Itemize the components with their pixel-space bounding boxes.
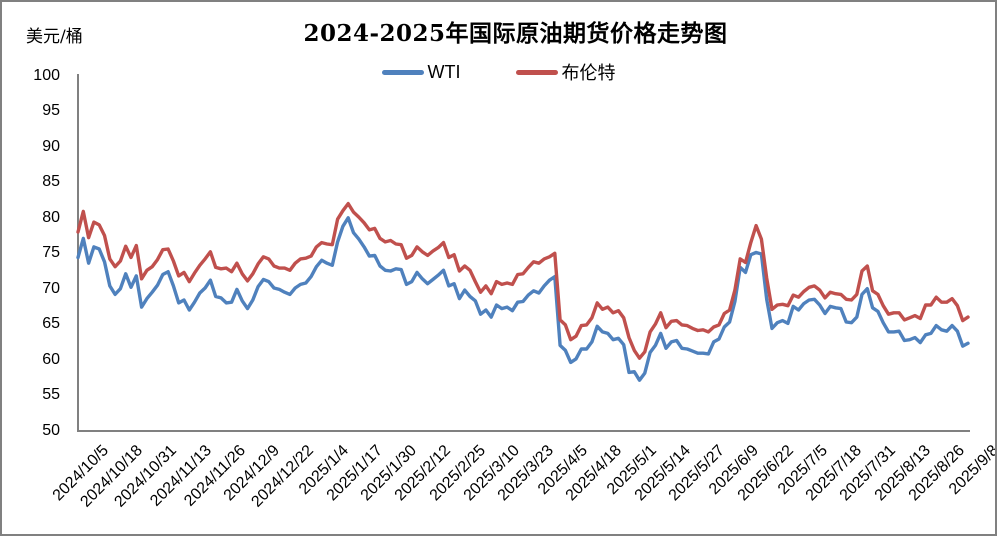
y-axis-tick-label: 80 <box>42 208 60 226</box>
y-axis-unit-label: 美元/桶 <box>26 27 83 47</box>
wti-line-swatch <box>381 69 424 75</box>
legend-item-wti: WTI <box>381 61 461 83</box>
y-axis-tick-label: 75 <box>42 244 60 262</box>
y-axis-tick-label: 65 <box>42 315 60 333</box>
y-axis-tick-label: 90 <box>42 137 60 155</box>
y-axis-tick-label: 95 <box>42 102 60 120</box>
wti-line <box>76 216 970 382</box>
legend-label-wti: WTI <box>427 61 461 82</box>
legend: WTI 布伦特 <box>2 59 995 85</box>
y-axis-tick-label: 85 <box>42 173 60 191</box>
y-axis-tick-label: 50 <box>42 421 60 439</box>
y-axis-tick-label: 100 <box>33 67 60 84</box>
y-axis-tick-label: 70 <box>42 279 60 297</box>
brent-line-swatch <box>515 69 558 75</box>
chart-title: 2024-2025年国际原油期货价格走势图 <box>303 20 728 47</box>
legend-label-brent: 布伦特 <box>561 63 616 83</box>
y-axis-tick-label: 55 <box>42 386 60 404</box>
brent-line <box>76 201 970 360</box>
y-axis-tick-label: 60 <box>42 350 60 368</box>
legend-item-brent: 布伦特 <box>515 59 616 85</box>
